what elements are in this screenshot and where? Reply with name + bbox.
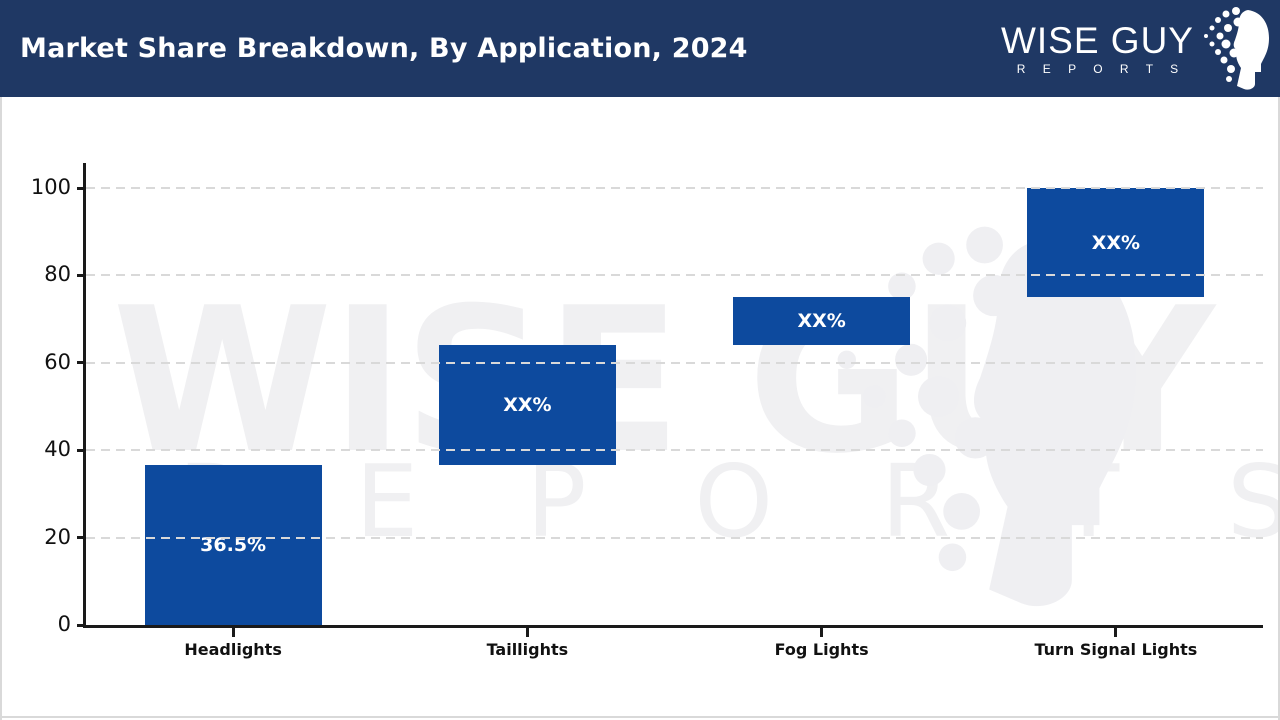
bar-taillights: XX% (438, 345, 616, 466)
x-tick-mark (231, 628, 235, 637)
header-band: Market Share Breakdown, By Application, … (0, 0, 1280, 97)
y-axis-tick-label: 80 (44, 262, 71, 287)
bar-value-label: XX% (1091, 231, 1141, 254)
y-tick-mark (77, 448, 86, 452)
gridline (86, 536, 1263, 539)
x-axis-category-label: Fog Lights (774, 640, 869, 659)
y-axis-tick-label: 0 (57, 612, 71, 636)
y-axis-tick-label: 20 (44, 524, 71, 549)
bar-value-label: XX% (503, 394, 552, 417)
gridline (86, 361, 1263, 364)
wise-guy-reports-logo: WISE GUY R E P O R T S (1001, 6, 1280, 92)
x-tick-mark (820, 628, 824, 637)
y-axis-spine (83, 163, 86, 628)
bar-value-label: 36.5% (200, 534, 267, 557)
page-border-left (0, 97, 2, 720)
bar-value-label: XX% (797, 310, 846, 333)
gridline (86, 274, 1263, 277)
y-tick-mark (77, 536, 86, 540)
logo-subtitle: R E P O R T S (1016, 61, 1186, 76)
x-tick-mark (525, 628, 529, 637)
y-axis-tick-label: 60 (44, 349, 71, 374)
x-axis-category-label: Headlights (184, 640, 282, 659)
y-tick-mark (77, 273, 86, 277)
y-axis-tick-label: 40 (44, 437, 71, 462)
chart-title: Market Share Breakdown, By Application, … (20, 33, 748, 64)
bar-turn-signal-lights: XX% (1027, 188, 1205, 298)
watermark-face-icon (837, 226, 1137, 607)
bar-fog-lights: XX% (733, 297, 911, 346)
page-border-right (1278, 97, 1280, 720)
x-axis-category-label: Taillights (486, 640, 569, 659)
page-border-bottom (0, 716, 1280, 718)
logo-text: WISE GUY R E P O R T S (1001, 22, 1194, 76)
y-axis-tick-label: 100 (30, 175, 71, 199)
y-tick-mark (77, 186, 86, 190)
dotted-face-icon (1204, 6, 1269, 90)
y-tick-mark (77, 361, 86, 365)
bar-headlights: 36.5% (144, 465, 322, 625)
y-tick-mark (77, 623, 86, 627)
x-tick-mark (1114, 628, 1118, 637)
gridline (86, 187, 1263, 189)
logo-wordmark: WISE GUY (1000, 19, 1194, 61)
x-axis-spine (83, 625, 1263, 628)
x-axis-category-label: Turn Signal Lights (1034, 640, 1198, 659)
gridline (86, 449, 1263, 452)
